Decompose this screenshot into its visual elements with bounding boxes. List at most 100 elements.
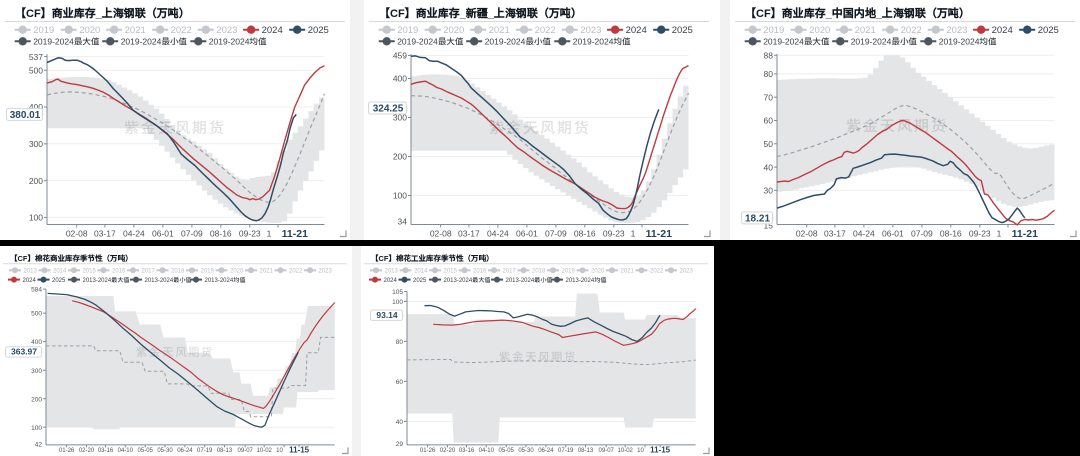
svg-text:2013-2024最大值: 2013-2024最大值 [83, 275, 130, 284]
svg-text:06-01: 06-01 [882, 228, 904, 240]
svg-text:【CF】商业库存_上海钢联（万吨）: 【CF】商业库存_上海钢联（万吨） [15, 5, 190, 21]
svg-text:2025: 2025 [308, 22, 329, 36]
svg-text:【CF】商业库存_中国内地_上海钢联（万吨）: 【CF】商业库存_中国内地_上海钢联（万吨） [745, 5, 970, 21]
svg-text:2020: 2020 [591, 265, 605, 274]
svg-text:10-02: 10-02 [257, 445, 273, 454]
svg-text:2013: 2013 [385, 265, 399, 274]
svg-text:2021: 2021 [125, 22, 146, 36]
svg-text:2024: 2024 [262, 22, 283, 36]
svg-text:400: 400 [31, 336, 42, 346]
svg-text:2015: 2015 [83, 265, 97, 274]
svg-text:2025: 2025 [672, 22, 693, 36]
svg-text:紫金天风期货: 紫金天风期货 [136, 344, 214, 360]
svg-text:2024: 2024 [992, 22, 1013, 36]
svg-text:2025: 2025 [1038, 22, 1059, 36]
svg-text:2020: 2020 [443, 22, 464, 36]
svg-text:2019: 2019 [201, 265, 215, 274]
svg-text:2013-2024最小值: 2013-2024最小值 [145, 275, 192, 284]
svg-text:100: 100 [393, 190, 407, 202]
svg-text:10: 10 [637, 445, 644, 454]
svg-text:2021: 2021 [621, 265, 635, 274]
svg-text:09-07: 09-07 [238, 445, 254, 454]
svg-text:02-20: 02-20 [79, 445, 95, 454]
svg-text:2019-2024均值: 2019-2024均值 [573, 35, 631, 47]
svg-text:01-26: 01-26 [420, 445, 436, 454]
svg-text:40: 40 [764, 161, 774, 173]
svg-text:2019-2024最小值: 2019-2024最小值 [121, 35, 188, 47]
svg-text:1: 1 [997, 228, 1002, 240]
svg-text:2019: 2019 [562, 265, 576, 274]
svg-text:08-13: 08-13 [217, 445, 233, 454]
svg-text:29: 29 [396, 438, 404, 448]
svg-text:09-23: 09-23 [969, 228, 991, 240]
svg-text:2023: 2023 [216, 22, 237, 36]
svg-text:100: 100 [29, 212, 43, 224]
svg-text:50: 50 [764, 138, 774, 150]
svg-text:2017: 2017 [142, 265, 156, 274]
svg-text:09-07: 09-07 [599, 445, 615, 454]
svg-text:200: 200 [393, 151, 407, 163]
svg-text:01-26: 01-26 [59, 445, 75, 454]
svg-text:459: 459 [393, 50, 407, 62]
svg-text:2019-2024最小值: 2019-2024最小值 [485, 35, 552, 47]
svg-text:2021: 2021 [855, 22, 876, 36]
svg-text:2023: 2023 [580, 22, 601, 36]
svg-text:11-15: 11-15 [650, 444, 671, 455]
svg-text:09-23: 09-23 [239, 228, 261, 240]
svg-text:【CF】商业库存_新疆_上海钢联（万吨）: 【CF】商业库存_新疆_上海钢联（万吨） [379, 5, 582, 21]
svg-text:105: 105 [392, 286, 403, 296]
svg-text:11-21: 11-21 [646, 226, 672, 240]
svg-text:紫金天风期货: 紫金天风期货 [124, 117, 226, 138]
svg-text:93.14: 93.14 [376, 309, 398, 321]
svg-text:1: 1 [631, 228, 636, 240]
svg-text:06-24: 06-24 [538, 445, 554, 454]
svg-text:05-05: 05-05 [499, 445, 515, 454]
svg-text:60: 60 [396, 376, 404, 386]
svg-text:紫金天风期货: 紫金天风期货 [499, 349, 577, 365]
svg-text:08-13: 08-13 [578, 445, 594, 454]
svg-text:06-24: 06-24 [177, 445, 193, 454]
svg-text:2022: 2022 [171, 22, 192, 36]
svg-text:2023: 2023 [319, 265, 333, 274]
svg-text:02-08: 02-08 [796, 228, 818, 240]
svg-text:05-30: 05-30 [518, 445, 534, 454]
svg-text:2019-2024均值: 2019-2024均值 [939, 35, 997, 47]
svg-text:11-15: 11-15 [289, 444, 310, 455]
svg-text:30: 30 [764, 185, 774, 197]
svg-text:2023: 2023 [946, 22, 967, 36]
svg-text:04-10: 04-10 [479, 445, 495, 454]
svg-text:09-23: 09-23 [603, 228, 625, 240]
svg-text:2019: 2019 [397, 22, 418, 36]
svg-text:380.01: 380.01 [10, 106, 41, 121]
svg-text:500: 500 [31, 308, 42, 318]
svg-text:07-19: 07-19 [197, 445, 213, 454]
svg-text:紫金天风期货: 紫金天风期货 [489, 117, 591, 138]
svg-text:2019-2024最大值: 2019-2024最大值 [33, 35, 100, 47]
svg-text:2022: 2022 [650, 265, 664, 274]
svg-text:60: 60 [764, 115, 774, 127]
svg-text:2025: 2025 [413, 275, 427, 284]
svg-text:2022: 2022 [901, 22, 922, 36]
svg-text:2019: 2019 [763, 22, 784, 36]
svg-text:400: 400 [393, 73, 407, 85]
svg-text:2018: 2018 [532, 265, 546, 274]
svg-text:2019: 2019 [33, 22, 54, 36]
svg-text:07-19: 07-19 [558, 445, 574, 454]
svg-text:100: 100 [31, 422, 42, 432]
svg-text:【CF】棉花工业库存季节性（万吨）: 【CF】棉花工业库存季节性（万吨） [371, 253, 494, 264]
svg-text:2013-2024均值: 2013-2024均值 [566, 275, 607, 284]
svg-text:584: 584 [31, 284, 42, 294]
svg-text:324.25: 324.25 [373, 100, 404, 115]
svg-text:02-08: 02-08 [66, 228, 88, 240]
svg-text:2021: 2021 [489, 22, 510, 36]
svg-text:11-21: 11-21 [282, 226, 308, 240]
svg-text:2019-2024最大值: 2019-2024最大值 [397, 35, 464, 47]
svg-text:2022: 2022 [535, 22, 556, 36]
svg-text:2019-2024最大值: 2019-2024最大值 [763, 35, 830, 47]
svg-text:2022: 2022 [289, 265, 303, 274]
svg-text:80: 80 [764, 68, 774, 80]
svg-text:07-09: 07-09 [545, 228, 567, 240]
svg-text:03-16: 03-16 [98, 445, 114, 454]
svg-text:363.97: 363.97 [11, 346, 37, 358]
svg-text:2020: 2020 [809, 22, 830, 36]
